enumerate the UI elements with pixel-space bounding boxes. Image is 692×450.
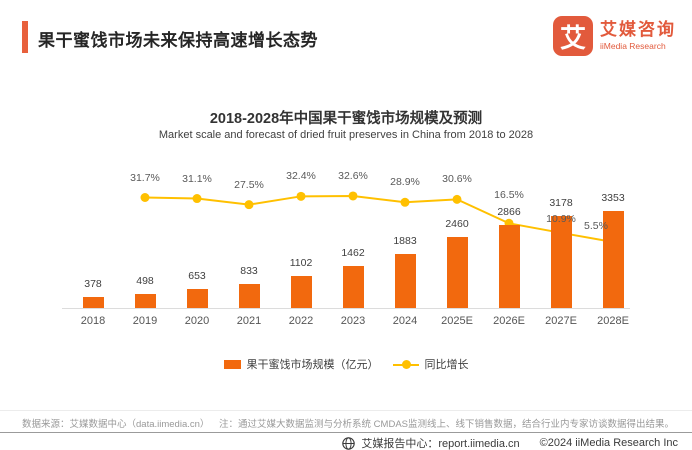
x-tick-2024: 2024	[392, 315, 418, 327]
chart-canvas: 378 2018 498 2019 31.7% 653 2020 31.1% 833 2021 27…	[62, 169, 630, 327]
growth-label-2019: 31.7%	[130, 171, 160, 184]
growth-label-2026E: 16.5%	[494, 189, 524, 202]
growth-dot-2022	[296, 191, 306, 201]
bar-2025E	[446, 237, 468, 308]
growth-label-2027E: 10.9%	[546, 212, 576, 225]
x-axis-line	[62, 308, 630, 309]
legend-item-bar: 果干蜜饯市场规模（亿元）	[223, 356, 379, 372]
globe-icon	[342, 436, 356, 450]
bar-2021	[238, 284, 260, 308]
legend-bar-label: 果干蜜饯市场规模（亿元）	[246, 359, 379, 371]
legend-line-swatch	[392, 359, 419, 369]
bar-2028E	[602, 211, 624, 308]
growth-label-2023: 32.6%	[338, 169, 368, 182]
bar-value-2026E: 2866	[497, 206, 521, 218]
bar-value-2028E: 3353	[601, 192, 625, 204]
bar-2026E	[498, 225, 520, 308]
bar-value-2021: 833	[240, 265, 258, 277]
copyright-text: ©2024 iiMedia Research Inc	[539, 437, 678, 449]
footer-bottom-row: 艾媒报告中心：report.iimedia.cn ©2024 iiMedia R…	[342, 435, 678, 450]
data-source-note: 数据来源：艾媒数据中心（data.iimedia.cn）	[22, 419, 210, 430]
growth-label-2020: 31.1%	[182, 172, 212, 185]
bar-value-2023: 1462	[341, 247, 365, 259]
bar-2027E	[550, 216, 572, 308]
bar-value-2027E: 3178	[549, 197, 573, 209]
bar-2023	[342, 266, 364, 308]
bar-2022	[290, 276, 312, 308]
x-tick-2025E: 2025E	[441, 315, 473, 327]
growth-dot-2025E	[452, 194, 462, 204]
iimedia-logo: 艾 艾媒咨询 iiMedia Research	[553, 16, 676, 56]
bar-value-2020: 653	[188, 270, 206, 282]
legend-item-line: 同比增长	[392, 356, 469, 372]
bar-value-2018: 378	[84, 278, 102, 290]
x-tick-2021: 2021	[236, 315, 262, 327]
x-tick-2020: 2020	[184, 315, 210, 327]
footer-divider-dark	[0, 432, 692, 433]
chart-legend: 果干蜜饯市场规模（亿元） 同比增长	[0, 356, 692, 372]
growth-label-2021: 27.5%	[234, 178, 264, 191]
legend-bar-swatch	[223, 359, 241, 369]
report-center-link[interactable]: 艾媒报告中心：report.iimedia.cn	[361, 438, 520, 450]
chart-title: 2018-2028年中国果干蜜饯市场规模及预测	[209, 111, 483, 127]
bar-2020	[186, 289, 208, 308]
growth-label-2028E: 5.5%	[584, 219, 608, 232]
legend-line-label: 同比增长	[424, 359, 469, 371]
chart-subtitle: Market scale and forecast of dried fruit…	[158, 129, 534, 141]
footer-divider-light	[0, 410, 692, 411]
growth-dot-2020	[192, 194, 202, 204]
x-tick-2028E: 2028E	[597, 315, 629, 327]
x-tick-2018: 2018	[80, 315, 106, 327]
methodology-note: 注：通过艾媒大数据监测与分析系统 CMDAS监测线上、线下销售数据，结合行业内专…	[219, 419, 674, 430]
growth-dot-2021	[244, 200, 254, 210]
logo-name-cn: 艾媒咨询	[600, 19, 676, 39]
bar-value-2025E: 2460	[445, 218, 469, 230]
x-tick-2022: 2022	[288, 315, 314, 327]
x-tick-2026E: 2026E	[493, 315, 525, 327]
bar-value-2019: 498	[136, 275, 154, 287]
logo-name-en: iiMedia Research	[600, 40, 666, 51]
title-accent-bar	[22, 21, 28, 53]
growth-dot-2023	[348, 191, 358, 201]
bar-2024	[394, 254, 416, 308]
growth-dot-2019	[140, 193, 150, 203]
page-title: 果干蜜饯市场未来保持高速增长态势	[38, 31, 318, 50]
growth-label-2025E: 30.6%	[442, 173, 472, 186]
growth-label-2022: 32.4%	[286, 170, 316, 183]
x-tick-2019: 2019	[132, 315, 158, 327]
x-tick-2023: 2023	[340, 315, 366, 327]
bar-2019	[134, 294, 156, 308]
growth-dot-2024	[400, 197, 410, 207]
bar-value-2024: 1883	[393, 235, 417, 247]
x-tick-2027E: 2027E	[545, 315, 577, 327]
growth-label-2024: 28.9%	[390, 176, 420, 189]
logo-icon: 艾	[553, 16, 593, 56]
bar-2018	[82, 297, 104, 308]
bar-value-2022: 1102	[289, 257, 313, 269]
